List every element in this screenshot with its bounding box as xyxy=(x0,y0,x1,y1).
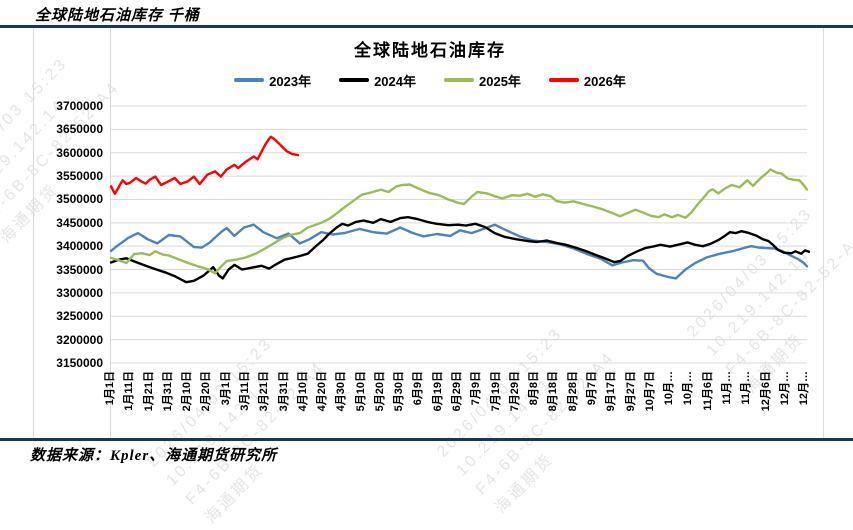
y-tick-label: 3400000 xyxy=(56,239,103,254)
x-tick-label: 1月31日 xyxy=(161,371,174,412)
legend-line-icon-2026 xyxy=(548,78,579,82)
x-tick-label: 9月27日 xyxy=(624,371,637,412)
page-title: 全球陆地石油库存 千桶 xyxy=(35,8,200,24)
x-tick-label: 3月21日 xyxy=(258,371,271,412)
legend-label: 2024年 xyxy=(374,73,416,89)
x-tick-label: 12月… xyxy=(778,371,791,406)
chart-legend: 2023年 2024年 2025年 2026年 xyxy=(130,70,730,90)
y-tick-label: 3200000 xyxy=(56,332,103,347)
x-tick-label: 8月28日 xyxy=(566,371,579,412)
data-source-note: 数据来源：Kpler、海通期货研究所 xyxy=(30,448,278,464)
y-tick-label: 3550000 xyxy=(56,169,103,184)
x-tick-label: 11月… xyxy=(720,371,733,405)
series-line-2026年 xyxy=(109,135,300,196)
y-tick-label: 3450000 xyxy=(56,215,103,230)
x-tick-label: 4月30日 xyxy=(335,371,348,412)
x-tick-label: 3月11日 xyxy=(238,371,251,411)
plot-canvas xyxy=(109,28,811,438)
x-tick-label: 3月31日 xyxy=(277,371,290,412)
y-tick-label: 3150000 xyxy=(56,356,103,370)
legend-item-2024: 2024年 xyxy=(339,71,416,90)
legend-line-icon-2023 xyxy=(234,78,265,82)
y-tick-label: 3300000 xyxy=(56,285,103,300)
chart-right-border xyxy=(823,28,824,438)
legend-label: 2025年 xyxy=(479,73,521,89)
legend-item-2026: 2026年 xyxy=(548,71,626,90)
x-tick-label: 11月… xyxy=(740,371,753,405)
y-tick-label: 3650000 xyxy=(56,122,103,137)
x-tick-label: 2月20日 xyxy=(200,371,213,412)
legend-line-icon-2025 xyxy=(444,78,474,82)
x-tick-label: 4月20日 xyxy=(316,371,329,412)
x-tick-label: 2月10日 xyxy=(181,371,194,412)
x-tick-label: 7月19日 xyxy=(489,371,502,412)
x-tick-label: 8月18日 xyxy=(547,371,560,412)
x-tick-label: 12月6日 xyxy=(759,371,772,412)
x-tick-label: 12月… xyxy=(798,371,811,406)
x-tick-label: 8月8日 xyxy=(528,371,541,406)
legend-line-icon-2024 xyxy=(339,78,370,82)
y-tick-label: 3600000 xyxy=(56,145,103,160)
series-line-2025年 xyxy=(109,168,809,275)
x-tick-label: 4月10日 xyxy=(296,371,309,412)
x-tick-label: 5月20日 xyxy=(373,371,386,412)
chart-page: { "page": { "header_title": "全球陆地石油库存 千桶… xyxy=(0,8,853,527)
x-tick-label: 7月29日 xyxy=(508,371,521,412)
x-tick-label: 5月10日 xyxy=(354,371,367,412)
bottom-rule xyxy=(0,438,853,441)
x-tick-label: 9月7日 xyxy=(586,371,598,406)
x-tick-label: 11月6日 xyxy=(701,371,714,411)
y-tick-label: 3350000 xyxy=(56,262,103,277)
x-tick-label: 6月19日 xyxy=(431,371,444,412)
x-tick-label: 10月7日 xyxy=(643,371,656,412)
x-tick-label: 7月9日 xyxy=(470,371,483,406)
x-tick-label: 6月29日 xyxy=(451,371,464,412)
series-line-2024年 xyxy=(109,215,811,284)
x-tick-label: 1月1日 xyxy=(104,371,116,406)
x-tick-label: 1月11日 xyxy=(123,371,136,411)
legend-label: 2026年 xyxy=(583,73,626,89)
top-rule xyxy=(0,25,853,28)
x-tick-label: 10月… xyxy=(663,371,676,406)
x-tick-label: 5月30日 xyxy=(393,371,406,412)
x-tick-label: 3月1日 xyxy=(219,371,232,406)
y-tick-label: 3700000 xyxy=(56,99,103,113)
x-tick-label: 6月9日 xyxy=(412,371,425,406)
y-tick-label: 3500000 xyxy=(56,192,103,207)
legend-item-2025: 2025年 xyxy=(444,71,521,90)
legend-item-2023: 2023年 xyxy=(234,71,311,90)
y-tick-label: 3250000 xyxy=(56,309,103,324)
x-tick-label: 1月21日 xyxy=(142,371,155,412)
legend-label: 2023年 xyxy=(269,73,312,89)
x-tick-label: 10月… xyxy=(682,371,695,406)
chart-left-border xyxy=(33,28,34,438)
chart-title: 全球陆地石油库存 xyxy=(354,41,506,60)
series-line-2023年 xyxy=(109,223,809,280)
x-tick-label: 9月17日 xyxy=(605,371,618,412)
